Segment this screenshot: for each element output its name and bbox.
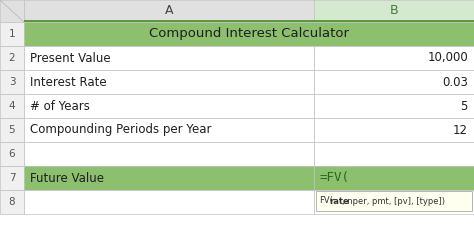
Bar: [314, 70, 474, 94]
Bar: [0, 190, 24, 214]
Bar: [0, 94, 24, 118]
Text: 1: 1: [9, 29, 15, 39]
Bar: [314, 118, 474, 142]
Bar: [0, 70, 24, 94]
Bar: [0, 166, 24, 190]
Bar: [24, 46, 314, 70]
Bar: [24, 142, 314, 166]
Bar: [0, 0, 24, 22]
Text: 12: 12: [453, 124, 468, 137]
Bar: [24, 118, 314, 142]
Text: B: B: [390, 3, 398, 16]
Bar: [316, 191, 472, 211]
Bar: [0, 142, 24, 166]
Text: rate: rate: [329, 197, 349, 206]
Text: , nper, pmt, [pv], [type]): , nper, pmt, [pv], [type]): [342, 197, 445, 206]
Text: 5: 5: [9, 125, 15, 135]
Bar: [24, 190, 314, 214]
Bar: [314, 94, 474, 118]
Bar: [0, 118, 24, 142]
Bar: [314, 0, 474, 22]
Text: 0.03: 0.03: [442, 76, 468, 88]
Bar: [314, 166, 474, 190]
Text: 3: 3: [9, 77, 15, 87]
Text: Future Value: Future Value: [30, 171, 104, 185]
Bar: [314, 20, 474, 22]
Bar: [24, 166, 314, 190]
Bar: [314, 46, 474, 70]
Text: Present Value: Present Value: [30, 52, 110, 64]
Text: 6: 6: [9, 149, 15, 159]
Bar: [24, 0, 314, 22]
Bar: [24, 70, 314, 94]
Bar: [0, 46, 24, 70]
Text: 10,000: 10,000: [427, 52, 468, 64]
Text: 5: 5: [461, 100, 468, 112]
Text: 7: 7: [9, 173, 15, 183]
Bar: [24, 20, 314, 22]
Bar: [314, 142, 474, 166]
Text: Interest Rate: Interest Rate: [30, 76, 107, 88]
Bar: [0, 22, 24, 46]
Text: Compound Interest Calculator: Compound Interest Calculator: [149, 27, 349, 40]
Text: =FV(: =FV(: [320, 171, 350, 185]
Text: FV(: FV(: [319, 197, 333, 206]
Text: A: A: [165, 3, 173, 16]
Bar: [24, 22, 474, 46]
Text: 4: 4: [9, 101, 15, 111]
Bar: [24, 94, 314, 118]
Bar: [314, 190, 474, 214]
Text: Compounding Periods per Year: Compounding Periods per Year: [30, 124, 211, 137]
Text: # of Years: # of Years: [30, 100, 90, 112]
Text: 2: 2: [9, 53, 15, 63]
Text: 8: 8: [9, 197, 15, 207]
